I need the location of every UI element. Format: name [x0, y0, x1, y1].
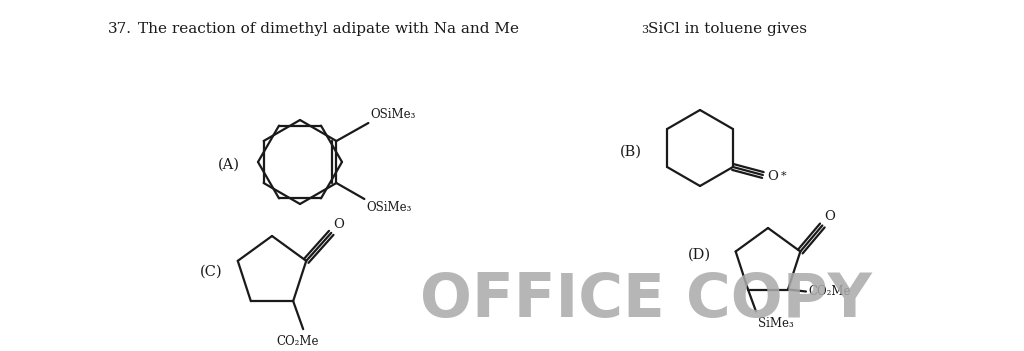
- Text: OSiMe₃: OSiMe₃: [371, 108, 416, 121]
- Text: 37.: 37.: [108, 22, 132, 36]
- Text: The reaction of dimethyl adipate with Na and Me: The reaction of dimethyl adipate with Na…: [138, 22, 519, 36]
- Text: SiMe₃: SiMe₃: [758, 317, 794, 330]
- Text: O: O: [767, 170, 778, 183]
- Text: 3: 3: [641, 25, 648, 35]
- Text: *: *: [781, 171, 786, 181]
- Text: CO₂Me: CO₂Me: [275, 335, 318, 348]
- Text: OSiMe₃: OSiMe₃: [367, 201, 412, 214]
- Text: CO₂Me: CO₂Me: [808, 285, 851, 298]
- Text: OFFICE COPY: OFFICE COPY: [420, 271, 871, 330]
- Text: (D): (D): [688, 248, 711, 262]
- Text: (B): (B): [620, 145, 642, 159]
- Text: SiCl in toluene gives: SiCl in toluene gives: [648, 22, 807, 36]
- Text: (C): (C): [200, 265, 222, 279]
- Text: O: O: [824, 211, 836, 224]
- Text: (A): (A): [218, 158, 240, 172]
- Text: O: O: [333, 218, 344, 231]
